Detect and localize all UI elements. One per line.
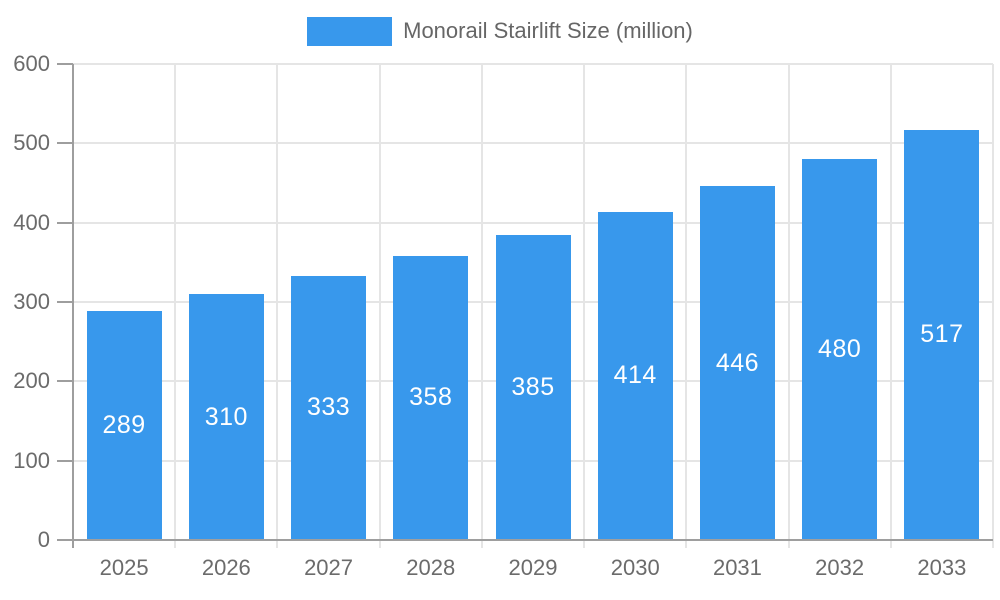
bar[interactable]: 333 [291,275,367,540]
bar-value-label: 385 [511,372,555,401]
bar[interactable]: 358 [393,255,469,540]
bar-value-label: 333 [306,393,351,422]
gridline-horizontal [73,221,993,224]
bar-value-label: 358 [409,383,453,412]
y-axis-tick [57,380,73,383]
legend-label: Monorail Stairlift Size (million) [403,18,693,43]
y-tick-label: 100 [13,447,50,473]
bar[interactable]: 385 [495,234,571,540]
bar[interactable]: 310 [188,294,264,540]
bar[interactable]: 517 [904,129,980,540]
gridline-vertical [174,64,177,548]
y-tick-label: 0 [37,527,50,552]
legend[interactable]: Monorail Stairlift Size (million) [0,15,1000,47]
gridline-horizontal [73,63,993,65]
bar-value-label: 446 [715,348,760,377]
x-tick-label: 2025 [99,555,149,580]
x-tick-label: 2030 [610,555,660,580]
gridline-vertical [685,64,688,548]
y-tick-label: 300 [13,289,50,314]
gridline-vertical [378,64,381,548]
y-tick-label: 500 [13,130,50,156]
legend-swatch [307,16,393,46]
bar[interactable]: 289 [86,310,162,540]
y-axis-tick [57,301,73,303]
gridline-vertical [787,64,790,548]
bar-value-label: 289 [102,410,146,439]
y-tick-label: 400 [13,209,50,235]
y-axis-tick [57,539,73,541]
x-tick-label: 2026 [201,555,251,580]
y-tick-label: 200 [13,368,50,394]
gridline-vertical [480,64,483,548]
bar-value-label: 517 [920,320,964,349]
y-axis-tick [57,221,73,224]
x-tick-label: 2033 [917,555,967,580]
y-tick-label: 600 [13,51,50,76]
y-axis-tick [57,142,73,145]
x-tick-label: 2027 [304,555,354,580]
bar-value-label: 414 [613,361,657,390]
x-tick-label: 2028 [406,555,456,580]
bar-value-label: 480 [818,335,862,364]
x-tick-label: 2032 [815,555,865,580]
y-axis-tick [57,459,73,462]
y-axis-line [72,64,74,548]
bar[interactable]: 446 [699,186,775,540]
gridline-vertical [889,64,892,548]
y-axis-tick [57,63,73,65]
gridline-vertical [992,64,994,548]
gridline-vertical [583,64,586,548]
x-tick-label: 2029 [508,555,558,580]
bar[interactable]: 480 [802,159,878,540]
gridline-horizontal [73,142,993,145]
bar-value-label: 310 [204,402,248,431]
x-axis-line [73,539,993,541]
x-tick-label: 2031 [712,555,762,580]
gridline-vertical [276,64,279,548]
bar[interactable]: 414 [597,211,673,540]
